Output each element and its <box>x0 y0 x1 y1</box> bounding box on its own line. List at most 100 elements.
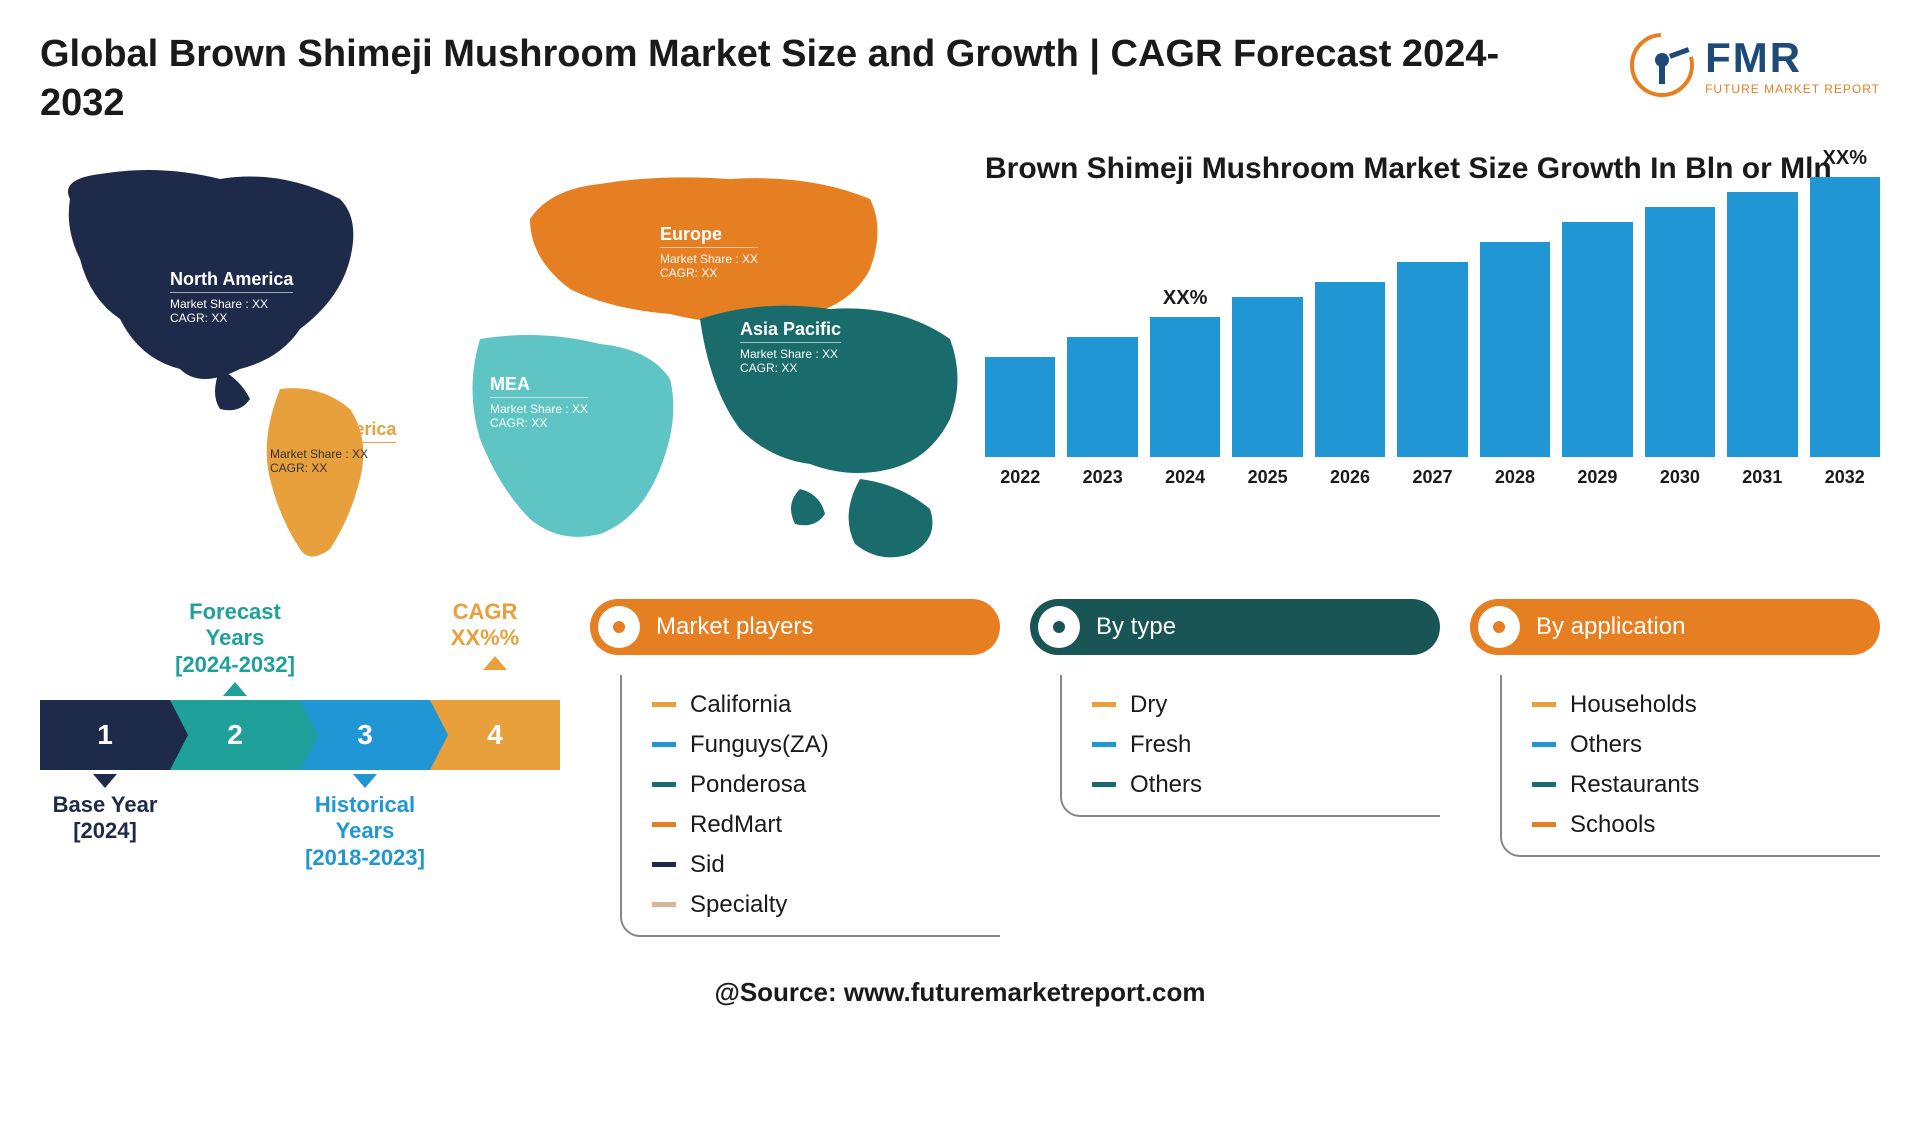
label-sa: South America Market Share : XX CAGR: XX <box>270 419 396 475</box>
dot-icon <box>613 621 625 633</box>
item-label: Households <box>1570 691 1697 719</box>
category-panel: Market players California Funguys(ZA) Po… <box>590 599 1000 937</box>
bar-chart: 2022 2023 XX% 2024 2025 2026 2027 2028 2029 2030 2… <box>985 208 1880 488</box>
circle-icon <box>1478 606 1520 648</box>
timeline-step: 2 <box>170 700 300 770</box>
bar-year-label: 2022 <box>1000 467 1040 488</box>
bar-year-label: 2027 <box>1412 467 1452 488</box>
bar-item: 2022 <box>985 357 1055 488</box>
timeline-step: 1 <box>40 700 170 770</box>
pointer-icon <box>353 774 377 788</box>
list-item: Schools <box>1532 805 1880 845</box>
list-item: Specialty <box>652 885 1000 925</box>
forecast-label: Forecast Years [2024-2032] <box>170 599 300 678</box>
bar-item: 2030 <box>1645 207 1715 488</box>
dash-icon <box>1092 782 1116 787</box>
bar-year-label: 2031 <box>1742 467 1782 488</box>
bar-year-label: 2024 <box>1165 467 1205 488</box>
dash-icon <box>1092 702 1116 707</box>
timeline: Forecast Years [2024-2032] CAGR XX%% 123… <box>40 599 560 871</box>
item-label: Specialty <box>690 891 787 919</box>
label-na: North America Market Share : XX CAGR: XX <box>170 269 293 325</box>
bar <box>1067 337 1137 457</box>
logo-main-text: FMR <box>1705 34 1880 82</box>
bar-item: 2031 <box>1727 192 1797 488</box>
dash-icon <box>652 742 676 747</box>
bar <box>1232 297 1302 457</box>
bar-annotation: XX% <box>1163 287 1207 310</box>
bar-year-label: 2025 <box>1248 467 1288 488</box>
dash-icon <box>652 822 676 827</box>
bar <box>1562 222 1632 457</box>
timeline-step: 3 <box>300 700 430 770</box>
bar-year-label: 2026 <box>1330 467 1370 488</box>
bar-year-label: 2032 <box>1825 467 1865 488</box>
item-label: Fresh <box>1130 731 1191 759</box>
timeline-step: 4 <box>430 700 560 770</box>
bar-item: 2028 <box>1480 242 1550 488</box>
bar-year-label: 2028 <box>1495 467 1535 488</box>
list-item: Funguys(ZA) <box>652 725 1000 765</box>
bar <box>1480 242 1550 457</box>
category-header: By type <box>1030 599 1440 655</box>
circle-icon <box>1038 606 1080 648</box>
bar <box>1150 317 1220 457</box>
category-title: By type <box>1096 613 1176 641</box>
chart-title: Brown Shimeji Mushroom Market Size Growt… <box>985 149 1880 188</box>
list-item: California <box>652 685 1000 725</box>
dash-icon <box>652 902 676 907</box>
logo-icon <box>1627 30 1697 100</box>
category-body: Households Others Restaurants Schools <box>1500 675 1880 857</box>
bar <box>1397 262 1467 457</box>
dash-icon <box>1532 742 1556 747</box>
item-label: Restaurants <box>1570 771 1699 799</box>
category-panel: By application Households Others Restaur… <box>1470 599 1880 937</box>
bar <box>985 357 1055 457</box>
hist-label: Historical Years [2018-2023] <box>300 792 430 871</box>
category-body: California Funguys(ZA) Ponderosa RedMart… <box>620 675 1000 937</box>
bottom-section: Forecast Years [2024-2032] CAGR XX%% 123… <box>40 599 1880 937</box>
world-map: North America Market Share : XX CAGR: XX… <box>40 149 935 569</box>
bar-item: 2025 <box>1232 297 1302 488</box>
region-mea <box>440 319 700 549</box>
timeline-bar: 1234 <box>40 700 560 770</box>
bar-item: 2026 <box>1315 282 1385 488</box>
bar-year-label: 2030 <box>1660 467 1700 488</box>
bar <box>1727 192 1797 457</box>
pointer-icon <box>223 682 247 696</box>
category-panel: By type Dry Fresh Others <box>1030 599 1440 937</box>
cagr-label: CAGR XX%% <box>430 599 540 652</box>
source-text: @Source: www.futuremarketreport.com <box>40 977 1880 1008</box>
pointer-icon <box>483 656 507 670</box>
dash-icon <box>652 702 676 707</box>
label-eu: Europe Market Share : XX CAGR: XX <box>660 224 758 280</box>
dot-icon <box>1493 621 1505 633</box>
list-item: Sid <box>652 845 1000 885</box>
label-ap: Asia Pacific Market Share : XX CAGR: XX <box>740 319 841 375</box>
list-item: Restaurants <box>1532 765 1880 805</box>
bar-year-label: 2029 <box>1577 467 1617 488</box>
category-title: Market players <box>656 613 813 641</box>
circle-icon <box>598 606 640 648</box>
list-item: Fresh <box>1092 725 1440 765</box>
category-header: By application <box>1470 599 1880 655</box>
label-mea: MEA Market Share : XX CAGR: XX <box>490 374 588 430</box>
header: Global Brown Shimeji Mushroom Market Siz… <box>40 30 1880 129</box>
list-item: Others <box>1532 725 1880 765</box>
page-title: Global Brown Shimeji Mushroom Market Siz… <box>40 30 1540 129</box>
bar-item: 2029 <box>1562 222 1632 488</box>
logo-sub-text: FUTURE MARKET REPORT <box>1705 82 1880 96</box>
item-label: Others <box>1130 771 1202 799</box>
item-label: RedMart <box>690 811 782 839</box>
list-item: RedMart <box>652 805 1000 845</box>
main-content: North America Market Share : XX CAGR: XX… <box>40 149 1880 569</box>
list-item: Ponderosa <box>652 765 1000 805</box>
item-label: Others <box>1570 731 1642 759</box>
bar <box>1810 177 1880 457</box>
bar-year-label: 2023 <box>1083 467 1123 488</box>
dash-icon <box>1532 702 1556 707</box>
item-label: Ponderosa <box>690 771 806 799</box>
bar-item: 2023 <box>1067 337 1137 488</box>
bar <box>1315 282 1385 457</box>
list-item: Others <box>1092 765 1440 805</box>
